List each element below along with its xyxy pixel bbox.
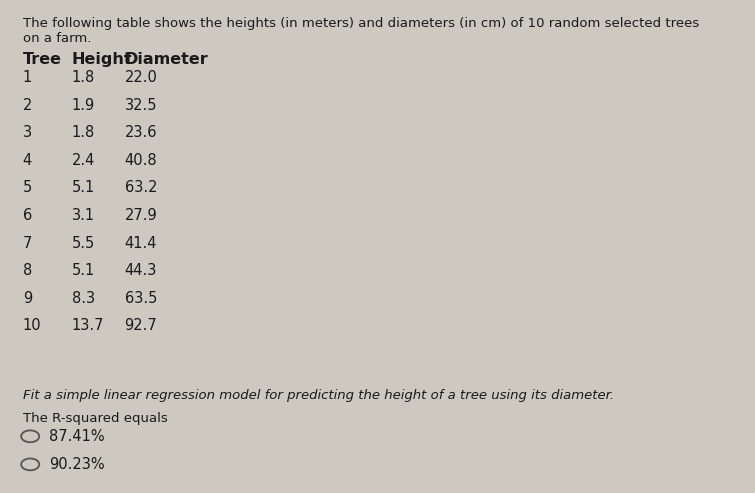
Text: Tree: Tree [23,52,62,67]
Text: 1.8: 1.8 [72,70,95,85]
Text: 63.2: 63.2 [125,180,157,195]
Text: 2: 2 [23,98,32,112]
Text: 44.3: 44.3 [125,263,157,278]
Text: 27.9: 27.9 [125,208,157,223]
Text: 9: 9 [23,291,32,306]
Text: 22.0: 22.0 [125,70,158,85]
Text: 1.9: 1.9 [72,98,95,112]
Text: 5.1: 5.1 [72,180,95,195]
Text: on a farm.: on a farm. [23,32,91,45]
Text: 7: 7 [23,236,32,250]
Text: 3.1: 3.1 [72,208,95,223]
Text: 10: 10 [23,318,42,333]
Text: 40.8: 40.8 [125,153,157,168]
Text: 5.5: 5.5 [72,236,95,250]
Text: Height: Height [72,52,132,67]
Text: 5.1: 5.1 [72,263,95,278]
Text: 5: 5 [23,180,32,195]
Text: The R-squared equals: The R-squared equals [23,412,168,424]
Text: 8: 8 [23,263,32,278]
Text: 13.7: 13.7 [72,318,104,333]
Text: 87.41%: 87.41% [49,429,105,444]
Text: 3: 3 [23,125,32,140]
Text: Diameter: Diameter [125,52,208,67]
Text: 92.7: 92.7 [125,318,157,333]
Text: 6: 6 [23,208,32,223]
Text: Fit a simple linear regression model for predicting the height of a tree using i: Fit a simple linear regression model for… [23,389,614,402]
Text: 23.6: 23.6 [125,125,157,140]
Text: 41.4: 41.4 [125,236,157,250]
Text: 1: 1 [23,70,32,85]
Text: 63.5: 63.5 [125,291,157,306]
Text: 2.4: 2.4 [72,153,95,168]
Text: 4: 4 [23,153,32,168]
Text: 8.3: 8.3 [72,291,95,306]
Text: 1.8: 1.8 [72,125,95,140]
Text: 32.5: 32.5 [125,98,157,112]
Text: The following table shows the heights (in meters) and diameters (in cm) of 10 ra: The following table shows the heights (i… [23,17,699,30]
Text: 90.23%: 90.23% [49,457,105,472]
